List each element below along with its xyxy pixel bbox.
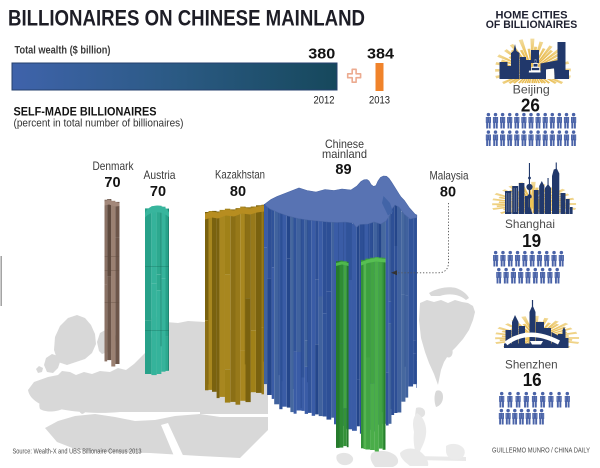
svg-text:26: 26 [521, 96, 540, 116]
svg-text:Source: Wealth-X and UBS Billi: Source: Wealth-X and UBS Billionaire Cen… [13, 449, 142, 456]
svg-text:380: 380 [308, 46, 335, 63]
svg-text:HOME CITIES: HOME CITIES [496, 9, 568, 21]
svg-text:70: 70 [104, 175, 120, 191]
svg-text:Malaysia: Malaysia [430, 169, 469, 183]
svg-text:OF BILLIONAIRES: OF BILLIONAIRES [486, 19, 578, 31]
svg-text:2013: 2013 [369, 95, 390, 107]
svg-text:BILLIONAIRES ON CHINESE MAINLA: BILLIONAIRES ON CHINESE MAINLAND [8, 6, 365, 31]
svg-text:Chinese: Chinese [325, 137, 364, 151]
svg-text:80: 80 [230, 184, 246, 200]
svg-text:89: 89 [335, 162, 351, 178]
svg-text:Denmark: Denmark [93, 159, 135, 173]
svg-text:Shenzhen: Shenzhen [505, 357, 558, 371]
svg-text:80: 80 [440, 185, 456, 201]
svg-text:SELF-MADE BILLIONAIRES: SELF-MADE BILLIONAIRES [14, 107, 157, 119]
svg-text:(percent in total number of bi: (percent in total number of billionaires… [14, 118, 184, 130]
svg-text:16: 16 [523, 370, 542, 390]
svg-text:Shanghai: Shanghai [505, 217, 555, 231]
svg-text:GUILLERMO MUNRO / CHINA DAILY: GUILLERMO MUNRO / CHINA DAILY [492, 448, 590, 455]
svg-text:70: 70 [150, 184, 166, 200]
svg-text:Total wealth ($ billion): Total wealth ($ billion) [15, 45, 111, 57]
svg-text:Austria: Austria [144, 168, 176, 182]
svg-text:384: 384 [367, 46, 395, 63]
svg-text:Kazakhstan: Kazakhstan [215, 168, 265, 182]
svg-text:mainland: mainland [322, 147, 367, 161]
svg-text:19: 19 [522, 231, 541, 251]
svg-text:2012: 2012 [314, 95, 335, 107]
svg-text:Beijing: Beijing [513, 82, 550, 96]
